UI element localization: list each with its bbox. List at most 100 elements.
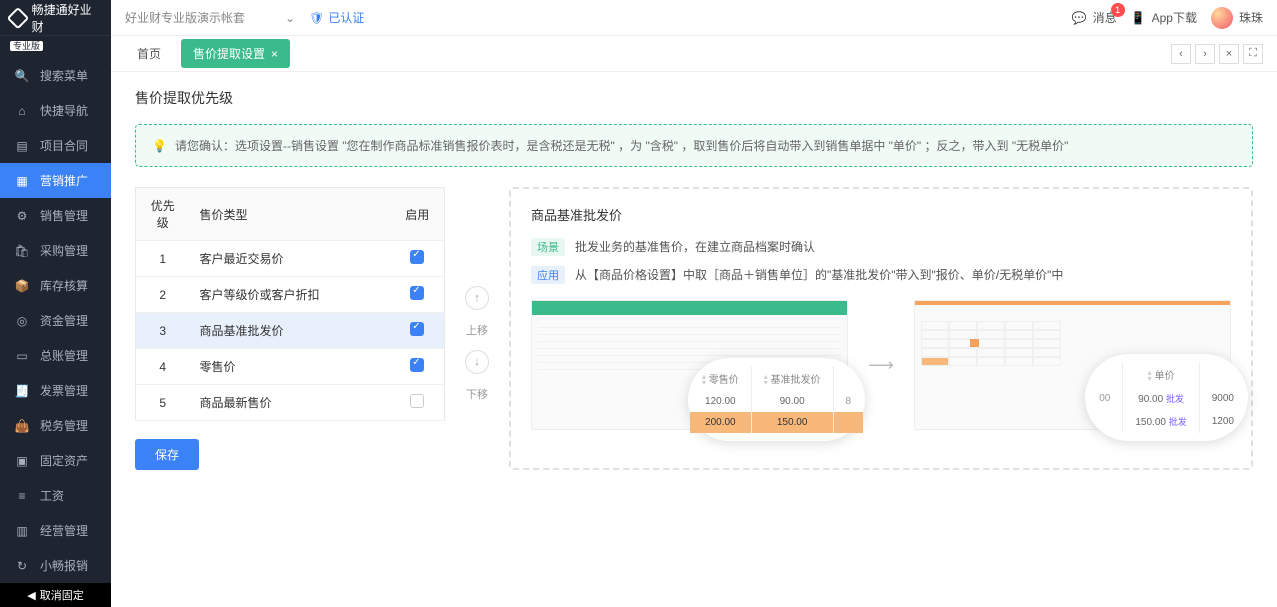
nav-label: 工资 [40,487,64,504]
account-name: 好业财专业版演示帐套 [125,9,245,26]
nav-item-11[interactable]: ▣固定资产 [0,443,111,478]
nav-label: 资金管理 [40,312,88,329]
pin-toggle[interactable]: ◀ 取消固定 [0,583,111,607]
checkbox[interactable] [410,250,424,264]
nav-label: 库存核算 [40,277,88,294]
nav-item-14[interactable]: ↻小畅报销 [0,548,111,583]
ledger-icon: ▭ [14,348,30,364]
brand-edition: 专业版 [10,41,43,51]
priority-table: 优先级 售价类型 启用 1 客户最近交易价 2 客户等级价或客户折扣 3 商品基… [135,187,445,421]
cell-type: 商品基准批发价 [190,313,391,349]
priority-table-section: 优先级 售价类型 启用 1 客户最近交易价 2 客户等级价或客户折扣 3 商品基… [135,187,445,470]
pin-icon: ◀ [27,589,35,602]
arrow-icon: ⟶ [868,355,894,376]
cell-type: 客户等级价或客户折扣 [190,277,391,313]
col-type: 售价类型 [190,188,391,241]
nav-item-6[interactable]: 📦 库存核算 [0,268,111,303]
nav-item-0[interactable]: 🔍搜索菜单 [0,58,111,93]
brand-name: 畅捷通好业财 [32,1,101,35]
nav-item-5[interactable]: 🛍采购管理 [0,233,111,268]
table-row[interactable]: 1 客户最近交易价 [136,241,445,277]
save-button[interactable]: 保存 [135,439,199,470]
avatar-icon [1211,7,1233,29]
nav-item-9[interactable]: 🧾发票管理 [0,373,111,408]
table-row[interactable]: 4 零售价 [136,349,445,385]
close-icon[interactable]: × [271,47,278,61]
nav-item-4[interactable]: ⚙ 销售管理 [0,198,111,233]
content: 售价提取优先级 💡 请您确认：选项设置--销售设置 "您在制作商品标准销售报价表… [111,72,1277,607]
explanation-panel: 商品基准批发价 场景 批发业务的基准售价，在建立商品档案时确认 应用 从【商品价… [509,187,1253,470]
nav-label: 税务管理 [40,417,88,434]
message-icon: 💬 [1072,11,1087,25]
hint-text: 请您确认：选项设置--销售设置 "您在制作商品标准销售报价表时，是含税还是无税"… [175,137,1068,154]
home-icon: ⌂ [14,103,30,119]
sort-icon: ▴▾ [702,374,706,386]
move-down-button[interactable]: ↓ [465,350,489,374]
table-row[interactable]: 5 商品最新售价 [136,385,445,421]
hint-box: 💡 请您确认：选项设置--销售设置 "您在制作商品标准销售报价表时，是含税还是无… [135,124,1253,167]
nav-item-10[interactable]: 👜税务管理 [0,408,111,443]
cell-type: 商品最新售价 [190,385,391,421]
biz-icon: ▥ [14,523,30,539]
cell-enable [391,349,445,385]
cell-type: 零售价 [190,349,391,385]
tab-next-button[interactable]: › [1195,44,1215,64]
gear-icon: ⚙ [14,208,30,224]
col-enable: 启用 [391,188,445,241]
user-menu[interactable]: 珠珠 [1211,7,1263,29]
checkbox[interactable] [410,286,424,300]
move-up-button[interactable]: ↑ [465,286,489,310]
tab-prev-button[interactable]: ‹ [1171,44,1191,64]
cell-enable [391,313,445,349]
tabbar: 首页 售价提取设置 × ‹ › × ⛶ [111,36,1277,72]
receipt-icon: 🧾 [14,383,30,399]
message-button[interactable]: 💬 消息 1 [1072,9,1117,26]
reimburse-icon: ↻ [14,558,30,574]
nav-item-7[interactable]: ◎ 资金管理 [0,303,111,338]
tab-label: 售价提取设置 [193,45,265,62]
nav-item-1[interactable]: ⌂快捷导航 [0,93,111,128]
chevron-down-icon: ⌄ [285,11,295,25]
logo-icon [7,6,29,28]
panel-title: 商品基准批发价 [531,205,1231,224]
checkbox[interactable] [410,322,424,336]
nav-label: 经营管理 [40,522,88,539]
table-row[interactable]: 2 客户等级价或客户折扣 [136,277,445,313]
coin-icon: ◎ [14,313,30,329]
nav-item-12[interactable]: ≡ 工资 [0,478,111,513]
move-up-label: 上移 [466,322,488,338]
message-badge: 1 [1111,3,1125,17]
nav-item-3[interactable]: ▦营销推广 [0,163,111,198]
fullscreen-button[interactable]: ⛶ [1243,44,1263,64]
page-title: 售价提取优先级 [135,88,1253,108]
cell-enable [391,277,445,313]
nav-item-2[interactable]: ▤项目合同 [0,128,111,163]
nav-item-8[interactable]: ▭ 总账管理 [0,338,111,373]
download-button[interactable]: 📱 App下载 [1131,9,1197,26]
salary-icon: ≡ [14,488,30,504]
lightbulb-icon: 💡 [152,139,167,153]
account-selector[interactable]: 好业财专业版演示帐套 ⌄ [125,9,295,26]
bubble-target: ▴▾ 单价 00 90.00 批发 9000 [1085,354,1248,441]
sort-icon: ▴▾ [764,374,768,386]
diagram-source-header [532,301,847,315]
checkbox[interactable] [410,358,424,372]
tab-close-all-button[interactable]: × [1219,44,1239,64]
diagram-source: ▴▾ 零售价 ▴▾ 基准批发价 120.00 90.00 8 [531,300,848,430]
tab-home[interactable]: 首页 [125,39,173,68]
search-icon: 🔍 [14,68,30,84]
nav-label: 销售管理 [40,207,88,224]
diagram-target-header [915,301,1230,305]
table-row[interactable]: 3 商品基准批发价 [136,313,445,349]
diagram-target: ▴▾ 单价 00 90.00 批发 9000 [914,300,1231,430]
grid-icon: ▦ [14,173,30,189]
tab-price-settings[interactable]: 售价提取设置 × [181,39,290,68]
file-icon: ▤ [14,138,30,154]
checkbox[interactable] [410,394,424,408]
topbar: 好业财专业版演示帐套 ⌄ 🛡 已认证 💬 消息 1 📱 App下载 珠珠 [111,0,1277,36]
nav-item-13[interactable]: ▥ 经营管理 [0,513,111,548]
nav-label: 总账管理 [40,347,88,364]
brand-logo: 畅捷通好业财 [0,0,111,36]
box-icon: 📦 [14,278,30,294]
apply-tag: 应用 [531,266,565,284]
